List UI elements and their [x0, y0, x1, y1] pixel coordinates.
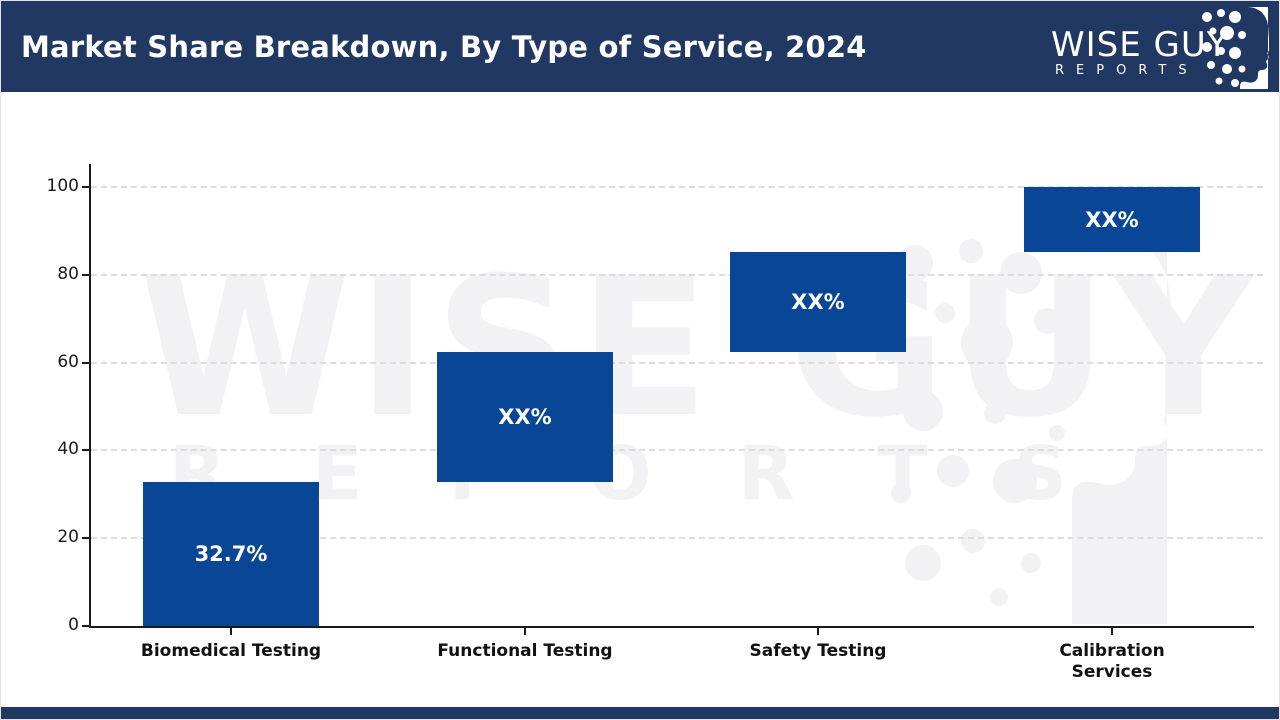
gridline-80	[91, 273, 1263, 276]
gridline-60	[91, 361, 1263, 364]
y-tick-60	[82, 361, 90, 364]
bar-value-label: XX%	[498, 405, 552, 430]
bar-2: XX%	[437, 352, 613, 483]
bar-value-label: XX%	[1085, 207, 1139, 232]
watermark-text: WISE GUY	[139, 237, 1260, 460]
x-tick-3	[817, 628, 819, 635]
y-tick-label: 100	[46, 176, 79, 196]
x-category-label: Calibration Services	[1059, 641, 1165, 683]
logo-head-icon	[1202, 7, 1269, 89]
bar-4: XX%	[1024, 187, 1200, 253]
bar-1: 32.7%	[143, 482, 319, 626]
y-tick-label: 80	[57, 263, 79, 284]
y-tick-label: 0	[68, 615, 79, 635]
x-tick-1	[230, 628, 232, 635]
x-category-label: Safety Testing	[749, 641, 887, 661]
y-tick-100	[82, 186, 90, 188]
y-tick-label: 40	[57, 439, 79, 460]
bar-value-label: 32.7%	[194, 542, 268, 567]
x-axis	[89, 626, 1254, 628]
gridline-40	[91, 449, 1263, 452]
logo-wordmark: WISE GUY	[1051, 25, 1229, 65]
x-tick-2	[524, 628, 526, 635]
x-category-label: Functional Testing	[437, 641, 613, 661]
y-tick-80	[82, 273, 90, 276]
bar-value-label: XX%	[791, 290, 845, 315]
bar-3: XX%	[730, 252, 906, 353]
y-tick-0	[82, 625, 90, 627]
header-bar: Market Share Breakdown, By Type of Servi…	[1, 1, 1279, 92]
x-tick-4	[1111, 628, 1113, 635]
y-tick-20	[82, 537, 90, 540]
brand-logo: WISE GUY REPORTS	[1019, 1, 1269, 92]
gridline-100	[91, 186, 1263, 188]
y-tick-label: 60	[57, 351, 79, 372]
footer-bar	[1, 707, 1279, 719]
chart-title: Market Share Breakdown, By Type of Servi…	[21, 29, 867, 64]
y-tick-40	[82, 449, 90, 452]
gridline-20	[91, 537, 1263, 540]
y-axis	[89, 164, 91, 628]
logo-subtitle: REPORTS	[1055, 63, 1199, 78]
y-tick-label: 20	[57, 527, 79, 548]
x-category-label: Biomedical Testing	[140, 641, 322, 661]
